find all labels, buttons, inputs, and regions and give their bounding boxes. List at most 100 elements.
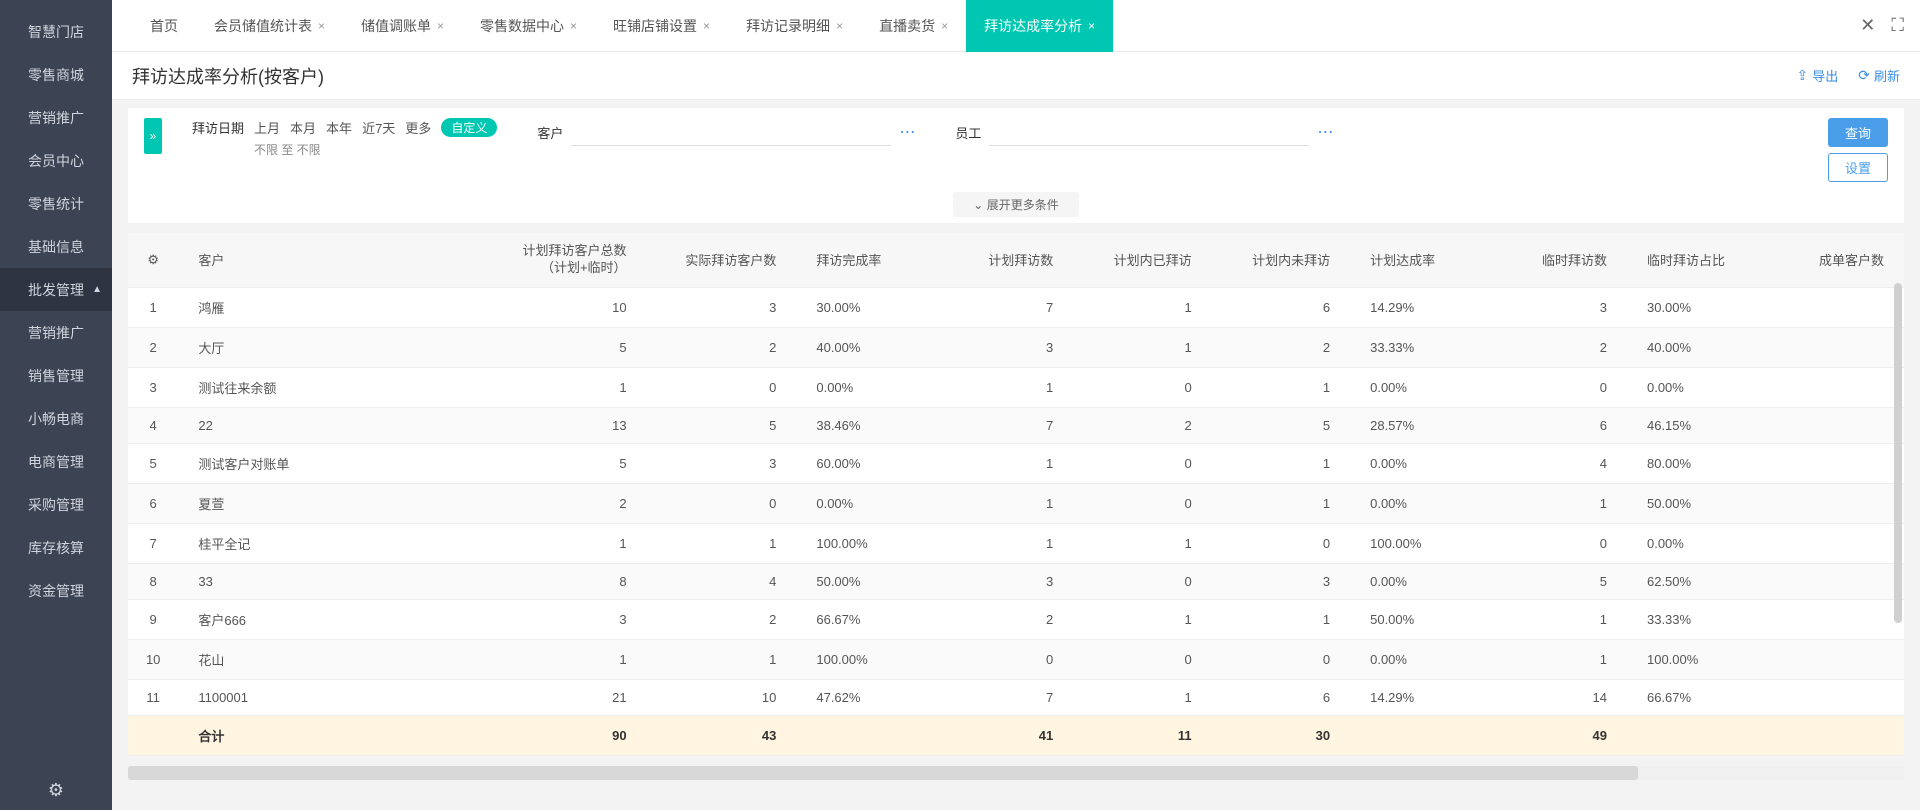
cell: 1: [480, 639, 646, 679]
cell: [1765, 679, 1904, 715]
date-option-3[interactable]: 近7天: [362, 118, 395, 137]
sidebar-item-12[interactable]: 库存核算: [0, 526, 112, 569]
sidebar-item-13[interactable]: 资金管理: [0, 569, 112, 612]
horizontal-scrollbar[interactable]: [128, 766, 1904, 780]
refresh-button[interactable]: ⟳ 刷新: [1858, 66, 1900, 85]
sidebar-item-3[interactable]: 会员中心: [0, 139, 112, 182]
cell: 1: [1073, 599, 1211, 639]
col-temp[interactable]: 临时拜访数: [1489, 233, 1627, 287]
col-customer[interactable]: 客户: [178, 233, 480, 287]
sidebar-item-10[interactable]: 电商管理: [0, 440, 112, 483]
col-planned-total[interactable]: 计划拜访客户总数（计划+临时）: [480, 233, 646, 287]
table-row[interactable]: 42213538.46%72528.57%646.15%: [128, 407, 1904, 443]
close-icon[interactable]: ×: [703, 19, 710, 33]
cell: 47.62%: [796, 679, 934, 715]
table-row[interactable]: 6夏萱200.00%1010.00%150.00%: [128, 483, 1904, 523]
date-option-1[interactable]: 本月: [290, 118, 316, 137]
col-done-in-plan[interactable]: 计划内已拜访: [1073, 233, 1211, 287]
customer-more-icon[interactable]: ⋯: [899, 122, 915, 142]
close-icon[interactable]: ×: [941, 19, 948, 33]
sidebar-item-2[interactable]: 营销推广: [0, 96, 112, 139]
date-custom-button[interactable]: 自定义: [441, 118, 497, 137]
cell: 1: [1073, 679, 1211, 715]
cell: [1765, 327, 1904, 367]
chevron-up-icon: ▲: [92, 284, 102, 295]
table-row[interactable]: 7桂平全记11100.00%110100.00%00.00%: [128, 523, 1904, 563]
close-icon[interactable]: ×: [318, 19, 325, 33]
vertical-scrollbar[interactable]: [1894, 283, 1902, 623]
customer-filter-input[interactable]: [571, 118, 891, 146]
sidebar-item-7[interactable]: 营销推广: [0, 311, 112, 354]
cell: 30.00%: [796, 287, 934, 327]
table-row[interactable]: 8338450.00%3030.00%562.50%: [128, 563, 1904, 599]
date-option-4[interactable]: 更多: [405, 118, 431, 137]
sidebar-item-11[interactable]: 采购管理: [0, 483, 112, 526]
tab-3[interactable]: 零售数据中心 ×: [462, 0, 595, 52]
tab-label: 会员储值统计表: [214, 16, 312, 36]
sidebar-item-8[interactable]: 销售管理: [0, 354, 112, 397]
query-button[interactable]: 查询: [1828, 118, 1888, 147]
expand-more-conditions[interactable]: ⌄ 展开更多条件: [953, 192, 1078, 217]
cell: 6: [1212, 287, 1350, 327]
cell: 66.67%: [1627, 679, 1765, 715]
col-not-done[interactable]: 计划内未拜访: [1212, 233, 1350, 287]
col-deal-customers[interactable]: 成单客户数: [1765, 233, 1904, 287]
cell: 0: [647, 483, 797, 523]
date-option-2[interactable]: 本年: [326, 118, 352, 137]
col-temp-rate[interactable]: 临时拜访占比: [1627, 233, 1765, 287]
tab-2[interactable]: 储值调账单×: [343, 0, 462, 52]
settings-button[interactable]: 设置: [1828, 153, 1888, 182]
table-row[interactable]: 2大厅5240.00%31233.33%240.00%: [128, 327, 1904, 367]
tab-label: 零售数据中心: [480, 16, 564, 36]
sidebar-item-6[interactable]: 批发管理▲: [0, 268, 112, 311]
col-complete-rate[interactable]: 拜访完成率: [796, 233, 934, 287]
table-row[interactable]: 5测试客户对账单5360.00%1010.00%480.00%: [128, 443, 1904, 483]
cell: 5: [480, 443, 646, 483]
col-actual[interactable]: 实际拜访客户数: [647, 233, 797, 287]
cell-customer: 夏萱: [178, 483, 480, 523]
col-plan-rate[interactable]: 计划达成率: [1350, 233, 1488, 287]
row-index: 9: [128, 599, 178, 639]
tab-0[interactable]: 首页: [132, 0, 196, 52]
employee-filter-input[interactable]: [989, 118, 1309, 146]
table-row[interactable]: 1鸿雁10330.00%71614.29%330.00%: [128, 287, 1904, 327]
table-row[interactable]: 9客户6663266.67%21150.00%133.33%: [128, 599, 1904, 639]
row-index: 3: [128, 367, 178, 407]
sidebar-item-0[interactable]: 智慧门店: [0, 10, 112, 53]
table-row[interactable]: 3测试往来余额100.00%1010.00%00.00%: [128, 367, 1904, 407]
close-all-icon[interactable]: ✕: [1856, 11, 1879, 40]
cell: 60.00%: [796, 443, 934, 483]
close-icon[interactable]: ×: [570, 19, 577, 33]
tab-6[interactable]: 直播卖货 ×: [861, 0, 966, 52]
cell-customer: 花山: [178, 639, 480, 679]
tab-4[interactable]: 旺铺店铺设置×: [595, 0, 728, 52]
export-button[interactable]: ⇪ 导出: [1797, 66, 1839, 85]
gear-column-icon[interactable]: ⚙: [128, 233, 178, 287]
date-option-0[interactable]: 上月: [254, 118, 280, 137]
tabs-bar: 首页会员储值统计表×储值调账单×零售数据中心×旺铺店铺设置×拜访记录明细×直播卖…: [112, 0, 1920, 52]
cell: 2: [935, 599, 1073, 639]
sidebar-item-4[interactable]: 零售统计: [0, 182, 112, 225]
table-row[interactable]: 111100001211047.62%71614.29%1466.67%: [128, 679, 1904, 715]
close-icon[interactable]: ×: [437, 19, 444, 33]
tab-5[interactable]: 拜访记录明细×: [728, 0, 861, 52]
close-icon[interactable]: ×: [836, 19, 843, 33]
tab-1[interactable]: 会员储值统计表 ×: [196, 0, 343, 52]
sidebar-item-9[interactable]: 小畅电商: [0, 397, 112, 440]
fullscreen-icon[interactable]: ⛶: [1887, 11, 1908, 40]
cell: 6: [1212, 679, 1350, 715]
cell: 3: [480, 599, 646, 639]
sidebar-item-1[interactable]: 零售商城: [0, 53, 112, 96]
sidebar-item-5[interactable]: 基础信息: [0, 225, 112, 268]
tab-7[interactable]: 拜访达成率分析×: [966, 0, 1113, 52]
col-planned[interactable]: 计划拜访数: [935, 233, 1073, 287]
employee-more-icon[interactable]: ⋯: [1317, 122, 1333, 142]
cell: 33.33%: [1350, 327, 1488, 367]
cell: [1765, 287, 1904, 327]
collapse-filter-button[interactable]: »: [144, 118, 162, 154]
table-row[interactable]: 10花山11100.00%0000.00%1100.00%: [128, 639, 1904, 679]
settings-gear-icon[interactable]: ⚙: [0, 770, 112, 810]
cell: 30.00%: [1627, 287, 1765, 327]
tab-label: 直播卖货: [879, 16, 935, 36]
close-icon[interactable]: ×: [1088, 19, 1095, 33]
